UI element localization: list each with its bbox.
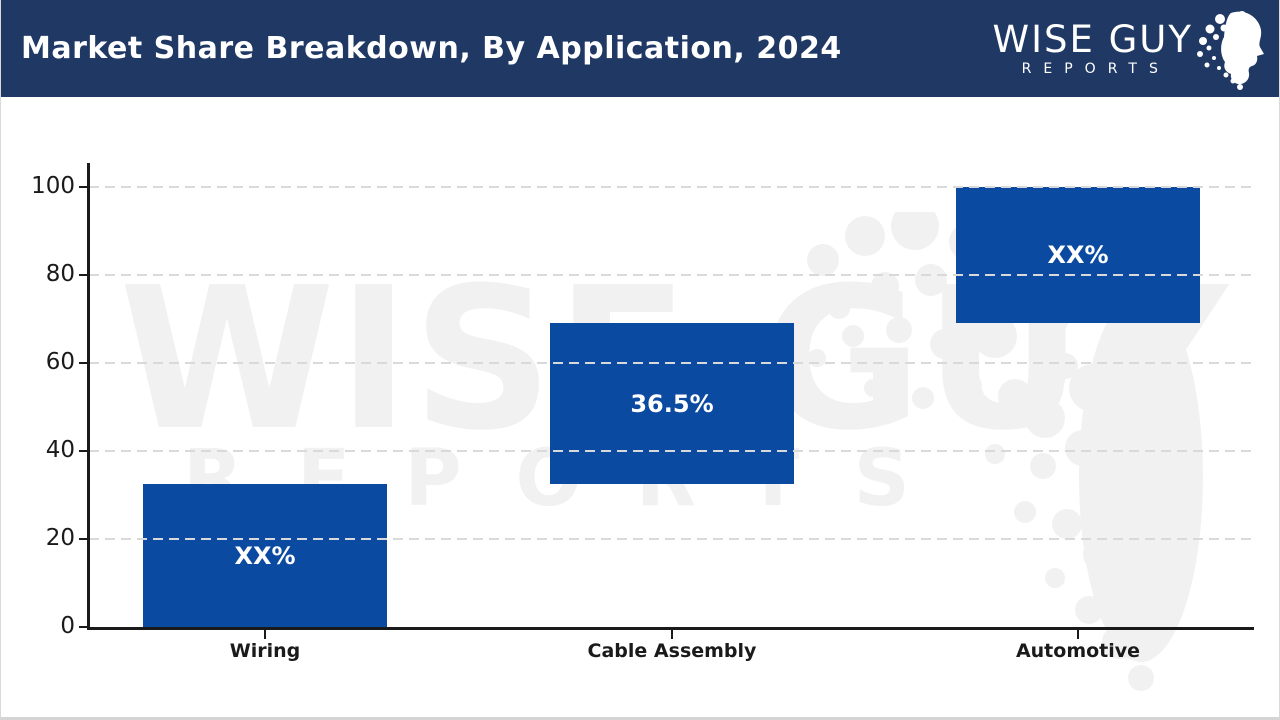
- bar-automotive: XX%: [956, 187, 1200, 324]
- y-tick-mark-60: [79, 362, 89, 364]
- gridline-100: [89, 186, 1254, 188]
- x-category-label-cable-assembly: Cable Assembly: [587, 640, 757, 662]
- x-axis-line: [87, 627, 1254, 630]
- bar-cable-assembly: 36.5%: [550, 323, 794, 484]
- bar-value-label-automotive: XX%: [1047, 241, 1109, 270]
- page-title: Market Share Breakdown, By Application, …: [21, 31, 842, 66]
- x-category-label-wiring: Wiring: [229, 640, 301, 662]
- y-tick-label-20: 20: [45, 525, 75, 551]
- gridline-80: [89, 274, 1254, 276]
- x-category-label-automotive: Automotive: [1015, 640, 1141, 662]
- y-tick-mark-0: [79, 626, 89, 628]
- wise-guy-reports-logo: WISE GUY REPORTS: [993, 7, 1265, 91]
- logo-subtitle: REPORTS: [1021, 60, 1170, 77]
- x-tick-mark-cable-assembly: [671, 630, 673, 639]
- x-tick-mark-automotive: [1077, 630, 1079, 639]
- header-bar: Market Share Breakdown, By Application, …: [1, 0, 1279, 97]
- y-tick-label-100: 100: [31, 173, 75, 199]
- y-tick-label-80: 80: [45, 261, 75, 287]
- y-tick-label-60: 60: [45, 349, 75, 375]
- bar-value-label-wiring: XX%: [234, 541, 296, 570]
- y-axis-line: [87, 163, 90, 630]
- gridline-60: [89, 362, 1254, 364]
- y-tick-label-0: 0: [60, 613, 75, 639]
- logo-text: WISE GUY REPORTS: [993, 21, 1193, 77]
- x-tick-mark-wiring: [264, 630, 266, 639]
- bar-wiring: XX%: [143, 484, 387, 627]
- y-tick-mark-80: [79, 274, 89, 276]
- y-tick-mark-20: [79, 538, 89, 540]
- y-tick-mark-100: [79, 186, 89, 188]
- bar-value-label-cable-assembly: 36.5%: [630, 389, 714, 418]
- logo-wordmark: WISE GUY: [992, 17, 1193, 61]
- logo-head-icon: [1197, 10, 1264, 90]
- gridline-20: [89, 538, 1254, 540]
- y-tick-mark-40: [79, 450, 89, 452]
- y-tick-label-40: 40: [45, 437, 75, 463]
- gridline-40: [89, 450, 1254, 452]
